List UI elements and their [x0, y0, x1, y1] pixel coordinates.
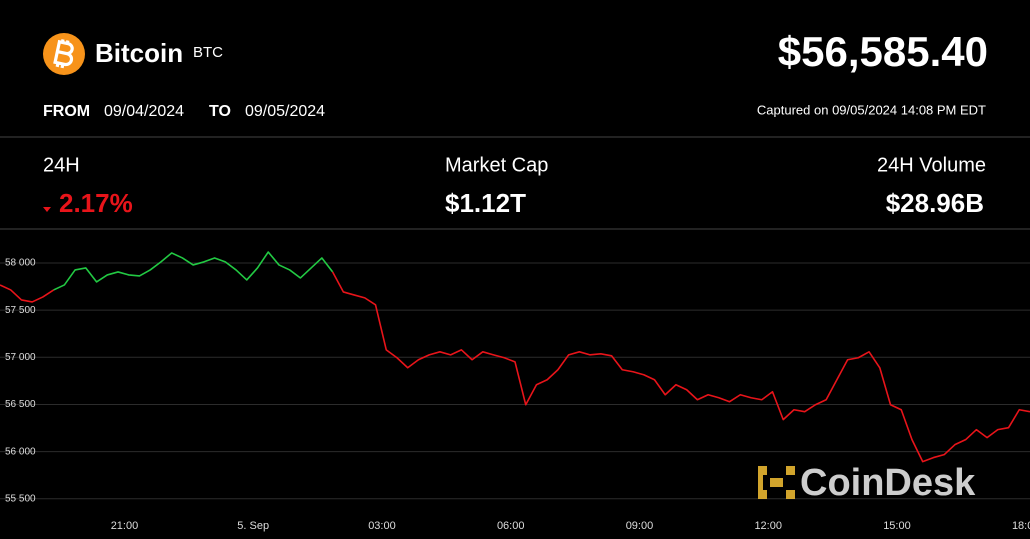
- x-tick-label: 09:00: [626, 520, 654, 532]
- to-date: 09/05/2024: [245, 103, 325, 120]
- watermark: CoinDesk: [758, 462, 976, 504]
- from-label: FROM: [43, 103, 90, 120]
- watermark-icon: [786, 490, 795, 499]
- captured: Captured on 09/05/2024 14:08 PM EDT: [757, 102, 986, 117]
- x-tick-label: 15:00: [883, 520, 911, 532]
- y-tick-label: 57 000: [5, 352, 36, 363]
- y-tick-label: 57 500: [5, 305, 36, 316]
- watermark-icon: [770, 478, 783, 487]
- to-label: TO: [209, 103, 231, 120]
- x-tick-label: 18:00: [1012, 520, 1030, 532]
- x-tick-label: 03:00: [368, 520, 396, 532]
- y-tick-label: 58 000: [5, 258, 36, 269]
- stat-label: 24H Volume: [877, 154, 986, 176]
- y-tick-label: 55 500: [5, 493, 36, 504]
- price-line: [331, 271, 1030, 463]
- stat-change: 2.17%: [59, 188, 133, 218]
- stat-label: 24H: [43, 154, 80, 176]
- stat-value: $28.96B: [886, 188, 984, 218]
- x-tick-label: 21:00: [111, 520, 139, 532]
- from-date: 09/04/2024: [104, 103, 184, 120]
- y-tick-label: 56 500: [5, 399, 36, 410]
- stat-label: Market Cap: [445, 154, 548, 176]
- plot: [0, 251, 1030, 463]
- price-line: [53, 251, 334, 291]
- x-tick-label: 12:00: [754, 520, 782, 532]
- watermark-icon: [758, 466, 767, 475]
- bitcoin-glyph: [53, 39, 74, 69]
- coin-name: Bitcoin: [95, 38, 183, 68]
- coin-symbol: BTC: [193, 44, 223, 61]
- price: $56,585.40: [778, 28, 988, 75]
- watermark-text: CoinDesk: [800, 462, 976, 504]
- watermark-icon: [758, 475, 763, 490]
- x-tick-label: 06:00: [497, 520, 525, 532]
- watermark-icon: [758, 490, 767, 499]
- watermark-icon: [786, 466, 795, 475]
- grid: 55 500 56 000 56 500 57 000 57 500 58 000 21:0…: [0, 258, 1030, 532]
- down-arrow: [43, 207, 51, 212]
- stat-value: $1.12T: [445, 188, 526, 218]
- x-tick-label: 5. Sep: [237, 520, 269, 532]
- y-tick-label: 56 000: [5, 446, 36, 457]
- price-line: [0, 284, 55, 303]
